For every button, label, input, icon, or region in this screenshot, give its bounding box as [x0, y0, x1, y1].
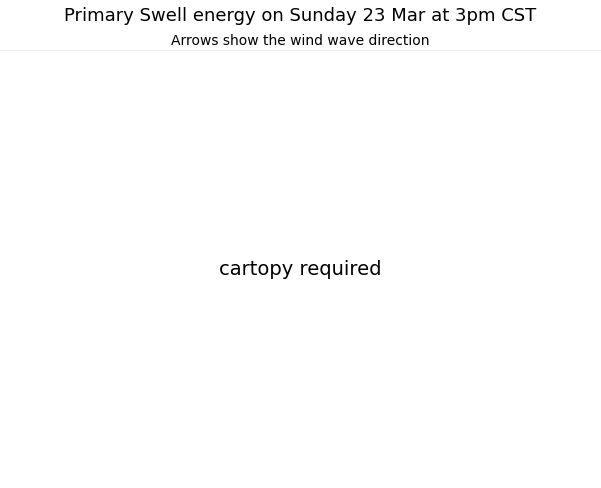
Text: Arrows show the wind wave direction: Arrows show the wind wave direction: [171, 34, 430, 48]
Text: Primary Swell energy on Sunday 23 Mar at 3pm CST: Primary Swell energy on Sunday 23 Mar at…: [64, 7, 537, 25]
Text: cartopy required: cartopy required: [219, 260, 382, 279]
